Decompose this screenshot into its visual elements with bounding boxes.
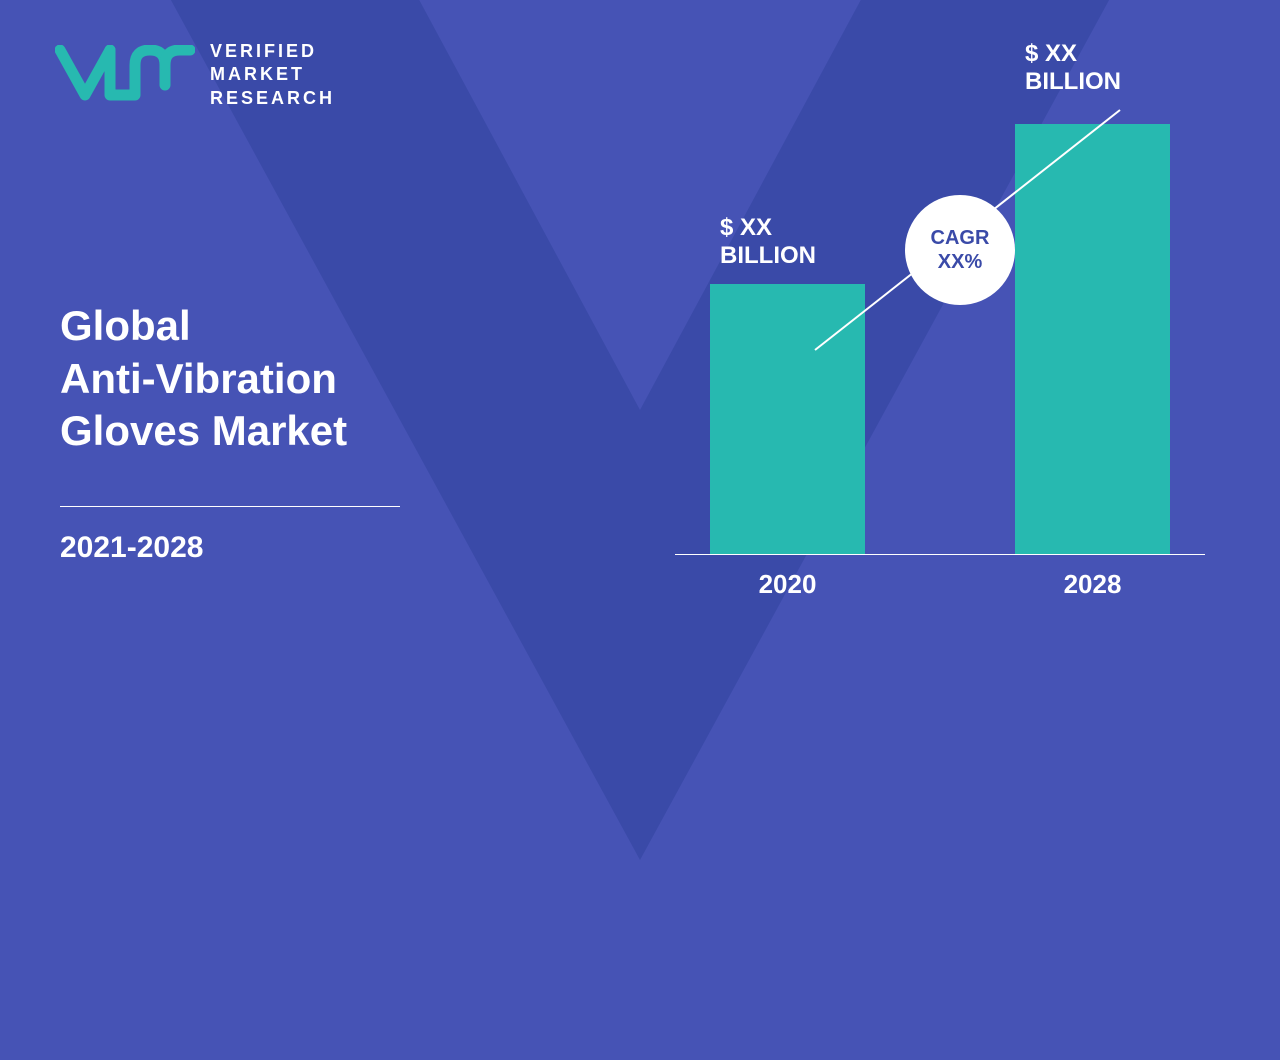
- logo-mark-icon: [55, 45, 195, 105]
- bar-2020: $ XX BILLION: [710, 284, 865, 554]
- year-label-2028: 2028: [1015, 569, 1170, 600]
- bar-chart: $ XX BILLION $ XX BILLION 2020 2028 CAGR…: [675, 40, 1205, 610]
- title-line2: Anti-Vibration: [60, 353, 400, 406]
- bar-value-label: $ XX BILLION: [710, 214, 865, 269]
- brand-logo: VERIFIED MARKET RESEARCH: [55, 40, 335, 110]
- title-divider: [60, 506, 400, 507]
- logo-text-line2: MARKET: [210, 63, 335, 86]
- year-label-2020: 2020: [710, 569, 865, 600]
- cagr-value: XX%: [938, 250, 982, 274]
- logo-text-line1: VERIFIED: [210, 40, 335, 63]
- logo-text: VERIFIED MARKET RESEARCH: [210, 40, 335, 110]
- cagr-badge: CAGR XX%: [905, 195, 1015, 305]
- cagr-label: CAGR: [931, 226, 990, 250]
- bar-rect: [710, 284, 865, 554]
- bar-rect: [1015, 124, 1170, 554]
- title-line1: Global: [60, 300, 400, 353]
- bar-value-label: $ XX BILLION: [1015, 40, 1170, 95]
- year-range: 2021-2028: [60, 531, 400, 565]
- chart-baseline: [675, 554, 1205, 555]
- title-block: Global Anti-Vibration Gloves Market 2021…: [60, 300, 400, 565]
- logo-text-line3: RESEARCH: [210, 87, 335, 110]
- report-title: Global Anti-Vibration Gloves Market: [60, 300, 400, 458]
- title-line3: Gloves Market: [60, 405, 400, 458]
- bar-2028: $ XX BILLION: [1015, 124, 1170, 554]
